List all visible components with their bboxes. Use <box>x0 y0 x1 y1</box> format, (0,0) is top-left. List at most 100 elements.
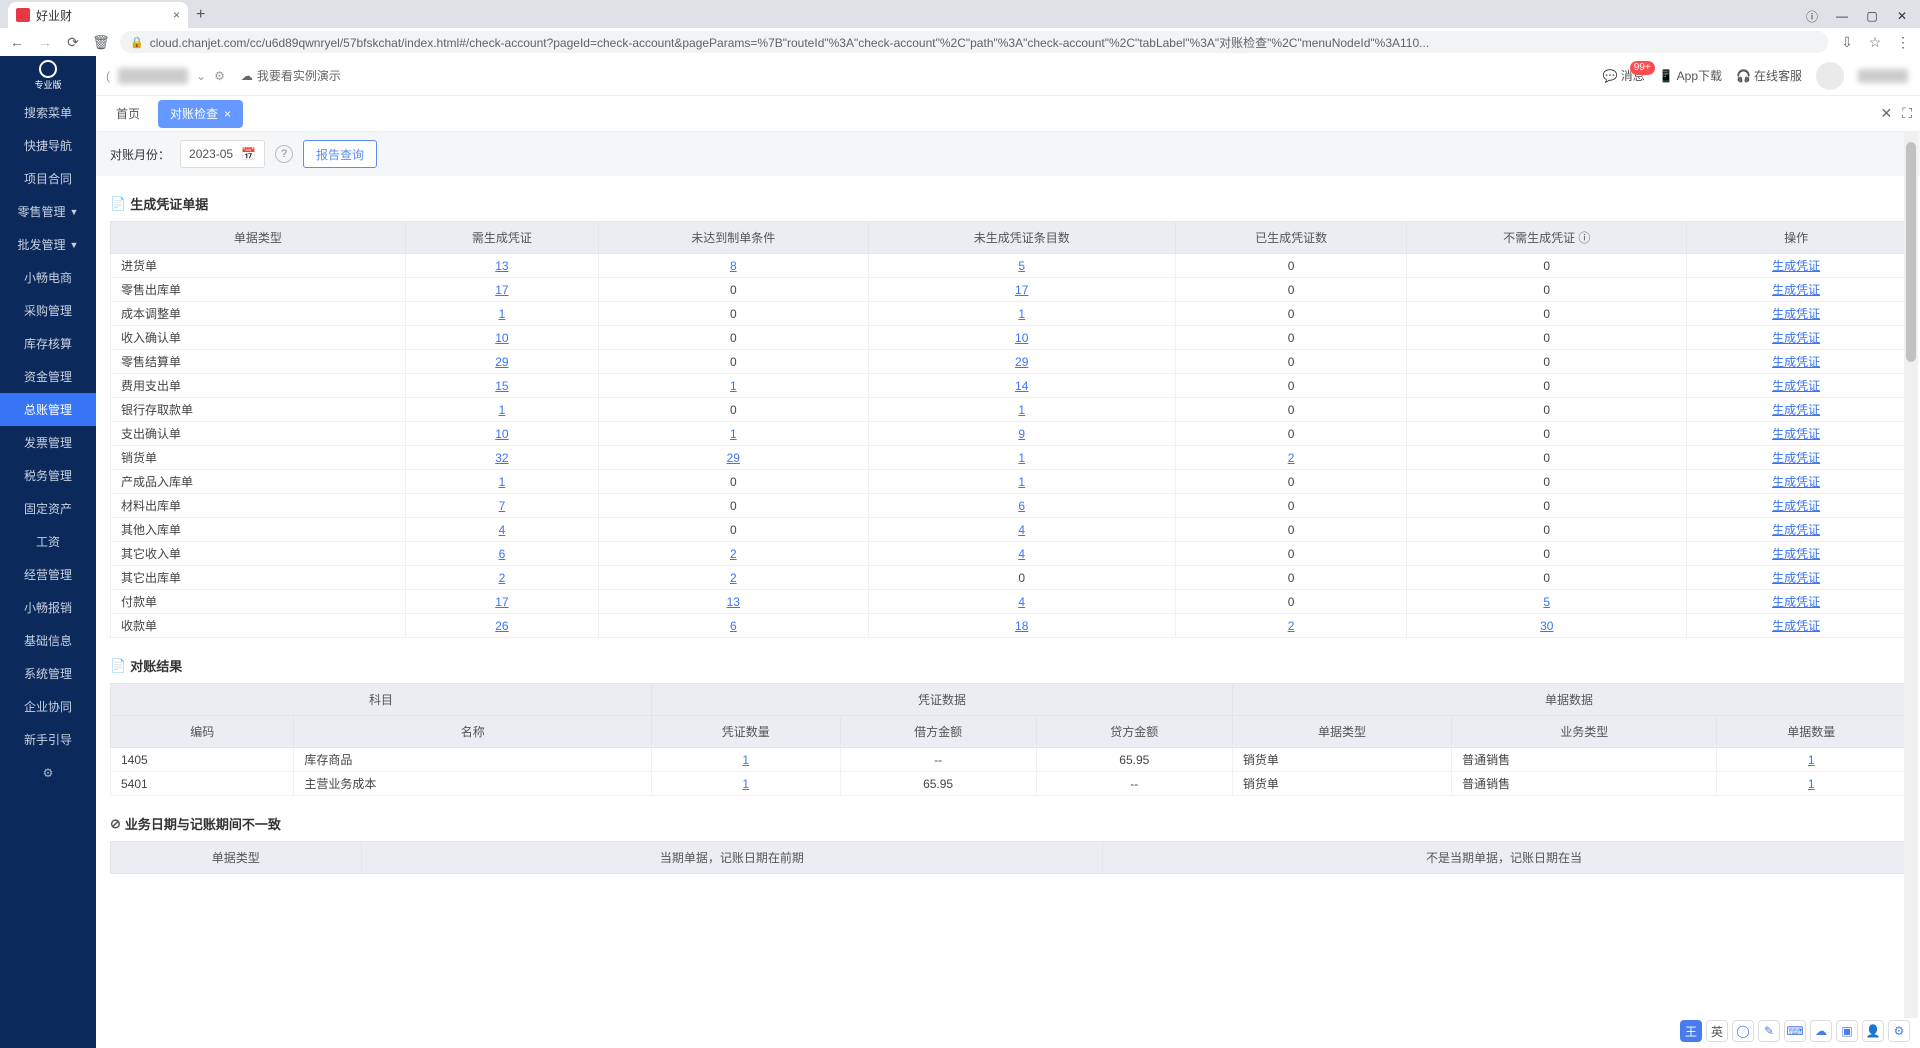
gen-voucher-link[interactable]: 生成凭证 <box>1772 259 1820 273</box>
value-link[interactable]: 10 <box>1015 331 1028 345</box>
value-link[interactable]: 4 <box>1018 523 1025 537</box>
sidebar-item[interactable]: 经营管理 <box>0 558 96 591</box>
value-link[interactable]: 17 <box>495 283 508 297</box>
scroll-thumb[interactable] <box>1906 142 1916 362</box>
value-link[interactable]: 5 <box>1018 259 1025 273</box>
value-link[interactable]: 26 <box>495 619 508 633</box>
value-link[interactable]: 1 <box>742 753 749 767</box>
value-link[interactable]: 1 <box>1018 475 1025 489</box>
demo-link[interactable]: ☁ 我要看实例演示 <box>241 67 341 84</box>
company-selector[interactable]: ( ⌄ ⚙ <box>106 68 225 84</box>
gear-icon[interactable]: ⚙ <box>214 69 225 83</box>
sidebar-item[interactable]: 库存核算 <box>0 327 96 360</box>
sidebar-item[interactable]: 项目合同 <box>0 162 96 195</box>
value-link[interactable]: 2 <box>1288 619 1295 633</box>
sidebar-item[interactable]: 企业协同 <box>0 690 96 723</box>
value-link[interactable]: 9 <box>1018 427 1025 441</box>
gen-voucher-link[interactable]: 生成凭证 <box>1772 523 1820 537</box>
ime-keyboard-icon[interactable]: ⌨ <box>1784 1020 1806 1042</box>
gen-voucher-link[interactable]: 生成凭证 <box>1772 619 1820 633</box>
value-link[interactable]: 14 <box>1015 379 1028 393</box>
sidebar-item[interactable]: 税务管理 <box>0 459 96 492</box>
value-link[interactable]: 6 <box>1018 499 1025 513</box>
gen-voucher-link[interactable]: 生成凭证 <box>1772 427 1820 441</box>
app-download[interactable]: 📱 App下载 <box>1659 67 1722 84</box>
value-link[interactable]: 1 <box>499 307 506 321</box>
sidebar-item[interactable]: 批发管理▼ <box>0 228 96 261</box>
value-link[interactable]: 1 <box>1808 753 1815 767</box>
ime-cloud-icon[interactable]: ☁ <box>1810 1020 1832 1042</box>
gen-voucher-link[interactable]: 生成凭证 <box>1772 547 1820 561</box>
value-link[interactable]: 30 <box>1540 619 1553 633</box>
gen-voucher-link[interactable]: 生成凭证 <box>1772 379 1820 393</box>
ime-edit-icon[interactable]: ✎ <box>1758 1020 1780 1042</box>
sidebar-item[interactable]: 采购管理 <box>0 294 96 327</box>
value-link[interactable]: 2 <box>499 571 506 585</box>
gen-voucher-link[interactable]: 生成凭证 <box>1772 499 1820 513</box>
value-link[interactable]: 17 <box>495 595 508 609</box>
tab-close-icon[interactable]: × <box>224 107 231 121</box>
value-link[interactable]: 29 <box>727 451 740 465</box>
ime-icon[interactable]: 王 <box>1680 1020 1702 1042</box>
sidebar-item[interactable]: 搜索菜单 <box>0 96 96 129</box>
value-link[interactable]: 7 <box>499 499 506 513</box>
help-icon[interactable]: ? <box>275 145 293 163</box>
minimize-icon[interactable]: — <box>1828 4 1856 28</box>
value-link[interactable]: 29 <box>495 355 508 369</box>
sidebar-item[interactable]: 发票管理 <box>0 426 96 459</box>
back-icon[interactable]: ← <box>8 34 26 50</box>
msg-button[interactable]: 💬 消息 99+ <box>1603 67 1645 84</box>
sidebar-item[interactable]: 零售管理▼ <box>0 195 96 228</box>
fullscreen-icon[interactable]: ⛶ <box>1902 105 1912 122</box>
value-link[interactable]: 10 <box>495 331 508 345</box>
value-link[interactable]: 2 <box>1288 451 1295 465</box>
value-link[interactable]: 1 <box>499 475 506 489</box>
tab-home[interactable]: 首页 <box>104 100 152 128</box>
value-link[interactable]: 4 <box>1018 547 1025 561</box>
sidebar-item[interactable]: 总账管理 <box>0 393 96 426</box>
gen-voucher-link[interactable]: 生成凭证 <box>1772 595 1820 609</box>
value-link[interactable]: 6 <box>730 619 737 633</box>
gen-voucher-link[interactable]: 生成凭证 <box>1772 355 1820 369</box>
sidebar-item[interactable]: 固定资产 <box>0 492 96 525</box>
value-link[interactable]: 1 <box>1018 403 1025 417</box>
ime-lang[interactable]: 英 <box>1706 1020 1728 1042</box>
sidebar-item[interactable]: 系统管理 <box>0 657 96 690</box>
sidebar-item[interactable]: 工资 <box>0 525 96 558</box>
forward-icon[interactable]: → <box>36 34 54 50</box>
scrollbar[interactable] <box>1904 132 1918 1018</box>
value-link[interactable]: 13 <box>495 259 508 273</box>
sidebar-item[interactable]: 小畅报销 <box>0 591 96 624</box>
value-link[interactable]: 1 <box>1018 451 1025 465</box>
value-link[interactable]: 4 <box>499 523 506 537</box>
gen-voucher-link[interactable]: 生成凭证 <box>1772 307 1820 321</box>
gen-voucher-link[interactable]: 生成凭证 <box>1772 451 1820 465</box>
value-link[interactable]: 17 <box>1015 283 1028 297</box>
value-link[interactable]: 1 <box>730 427 737 441</box>
value-link[interactable]: 18 <box>1015 619 1028 633</box>
sidebar-item[interactable]: 资金管理 <box>0 360 96 393</box>
info-icon[interactable]: ⓘ <box>1798 4 1826 28</box>
value-link[interactable]: 4 <box>1018 595 1025 609</box>
avatar[interactable] <box>1816 62 1844 90</box>
value-link[interactable]: 1 <box>1808 777 1815 791</box>
delete-icon[interactable]: 🗑 <box>92 34 110 51</box>
value-link[interactable]: 5 <box>1543 595 1550 609</box>
tab-close-icon[interactable]: × <box>173 8 180 22</box>
value-link[interactable]: 1 <box>742 777 749 791</box>
star-icon[interactable]: ☆ <box>1866 34 1884 51</box>
value-link[interactable]: 1 <box>499 403 506 417</box>
month-picker[interactable]: 2023-05 📅 <box>180 140 265 168</box>
value-link[interactable]: 6 <box>499 547 506 561</box>
ime-gear-icon[interactable]: ⚙ <box>1888 1020 1910 1042</box>
value-link[interactable]: 1 <box>730 379 737 393</box>
ime-circle-icon[interactable]: ◯ <box>1732 1020 1754 1042</box>
sidebar-item[interactable]: 基础信息 <box>0 624 96 657</box>
gen-voucher-link[interactable]: 生成凭证 <box>1772 571 1820 585</box>
value-link[interactable]: 13 <box>727 595 740 609</box>
report-query-button[interactable]: 报告查询 <box>303 140 377 168</box>
gen-voucher-link[interactable]: 生成凭证 <box>1772 403 1820 417</box>
new-tab-button[interactable]: + <box>188 2 213 28</box>
close-all-icon[interactable]: ✕ <box>1880 105 1892 122</box>
ime-box-icon[interactable]: ▣ <box>1836 1020 1858 1042</box>
